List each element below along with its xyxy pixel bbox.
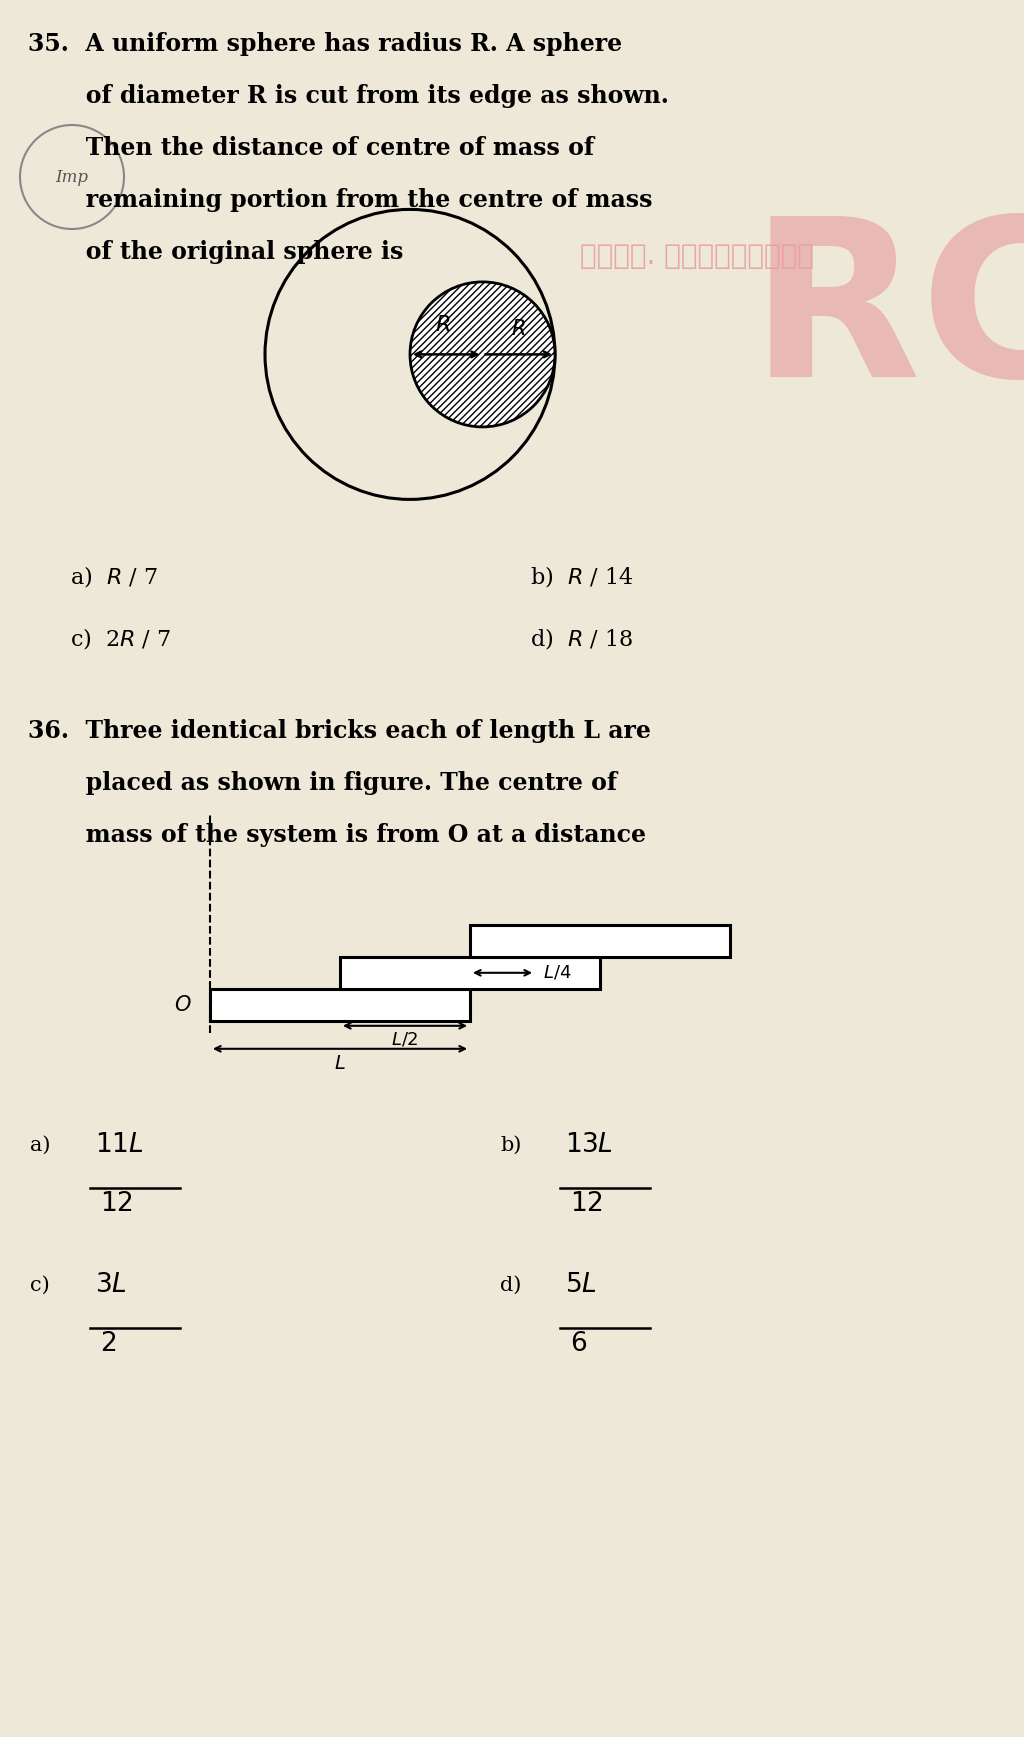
Text: b)  $R$ / 14: b) $R$ / 14 — [530, 565, 633, 589]
Text: $11L$: $11L$ — [95, 1133, 143, 1157]
Bar — [210, 988, 470, 1021]
Text: $6$: $6$ — [570, 1331, 587, 1357]
Text: $13L$: $13L$ — [565, 1133, 613, 1157]
Text: remaining portion from the centre of mass: remaining portion from the centre of mas… — [28, 188, 652, 212]
Text: प्रा. मोटेगावकर: प्रा. मोटेगावकर — [580, 241, 814, 269]
Text: a): a) — [30, 1136, 50, 1155]
Text: d): d) — [500, 1275, 521, 1294]
Text: RC: RC — [750, 208, 1024, 422]
Bar — [340, 957, 600, 988]
Text: 36.  Three identical bricks each of length L are: 36. Three identical bricks each of lengt… — [28, 719, 651, 743]
Text: $O$: $O$ — [174, 995, 193, 1014]
Text: b): b) — [500, 1136, 521, 1155]
Text: $12$: $12$ — [100, 1192, 133, 1216]
Bar — [470, 924, 730, 957]
Text: d)  $R$ / 18: d) $R$ / 18 — [530, 627, 633, 651]
Text: c)  2$R$ / 7: c) 2$R$ / 7 — [70, 627, 171, 651]
Text: mass of the system is from O at a distance: mass of the system is from O at a distan… — [28, 823, 646, 848]
Text: $12$: $12$ — [570, 1192, 603, 1216]
Text: of the original sphere is: of the original sphere is — [28, 240, 403, 264]
Text: placed as shown in figure. The centre of: placed as shown in figure. The centre of — [28, 771, 617, 796]
Text: of diameter R is cut from its edge as shown.: of diameter R is cut from its edge as sh… — [28, 83, 669, 108]
Text: Then the distance of centre of mass of: Then the distance of centre of mass of — [28, 135, 594, 160]
Text: 35.  A uniform sphere has radius R. A sphere: 35. A uniform sphere has radius R. A sph… — [28, 31, 623, 56]
Text: $R$: $R$ — [435, 314, 451, 337]
Text: $R$: $R$ — [511, 320, 526, 339]
Text: $2$: $2$ — [100, 1331, 116, 1357]
Text: $5L$: $5L$ — [565, 1271, 597, 1298]
Text: a)  $R$ / 7: a) $R$ / 7 — [70, 565, 158, 589]
Text: $3L$: $3L$ — [95, 1271, 126, 1298]
Text: $L/2$: $L/2$ — [391, 1030, 419, 1049]
Text: $L$: $L$ — [334, 1054, 346, 1073]
Text: $L/4$: $L/4$ — [543, 964, 571, 981]
Text: c): c) — [30, 1275, 50, 1294]
Circle shape — [410, 281, 555, 427]
Text: Imp: Imp — [55, 168, 88, 186]
